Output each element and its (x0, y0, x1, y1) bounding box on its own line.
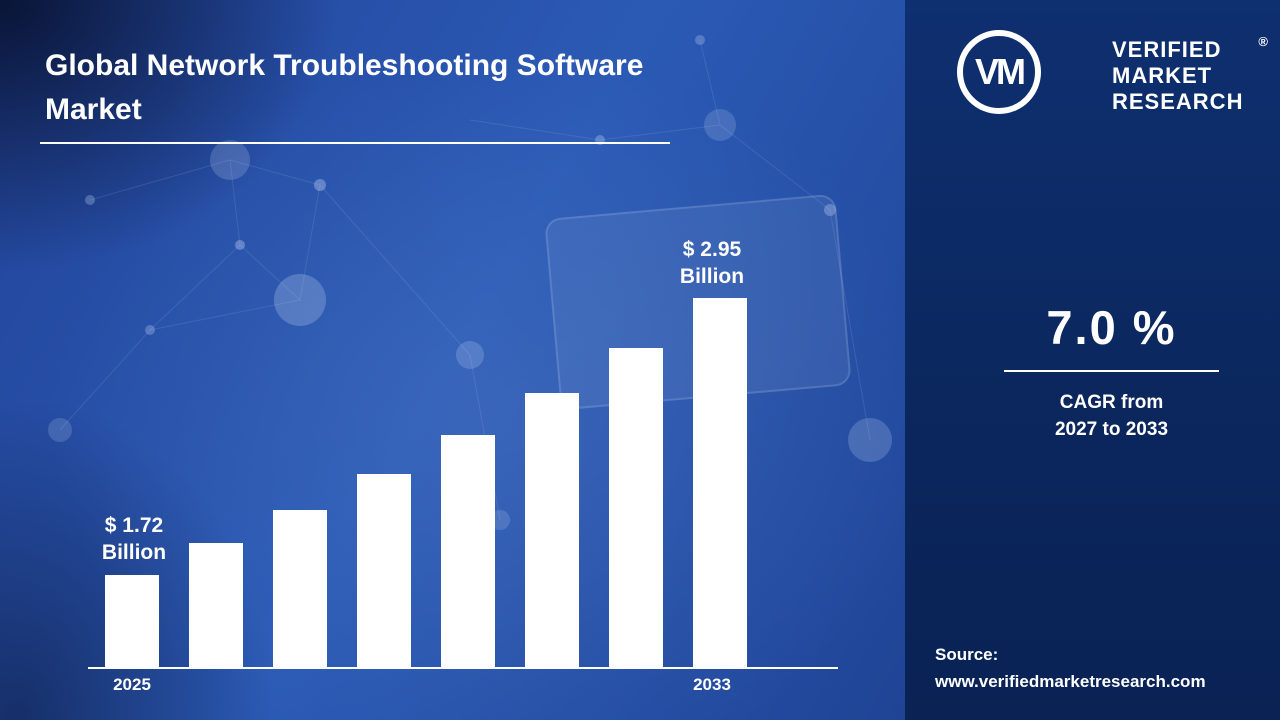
network-decoration (48, 35, 892, 530)
bar-year-3 (357, 474, 411, 667)
bars-group (105, 298, 747, 667)
vmr-logo: VM (957, 30, 1041, 114)
bar-2025 (105, 575, 159, 667)
brand-name: VERIFIED MARKET RESEARCH (1112, 37, 1243, 115)
bar-2033 (693, 298, 747, 667)
bar-year-1 (189, 543, 243, 667)
page-title: Global Network Troubleshooting Software … (45, 49, 644, 126)
bar-year-5 (525, 393, 579, 667)
first-bar-value: $ 1.72 (104, 514, 164, 538)
title-underline (40, 142, 670, 144)
last-bar-value-label: $ 2.95 Billion (656, 237, 768, 291)
cagr-block: 7.0 % CAGR from 2027 to 2033 (905, 300, 1280, 443)
x-axis-label-2025: 2025 (113, 675, 151, 694)
last-bar-value: $ 2.95 (682, 238, 742, 262)
title-block: Global Network Troubleshooting Software … (40, 44, 725, 144)
registered-trademark-mark: ® (1258, 34, 1268, 49)
cagr-caption: CAGR from 2027 to 2033 (943, 390, 1280, 443)
first-bar-value-label: $ 1.72 Billion (78, 513, 190, 567)
brand-block: VM VERIFIED MARKET RESEARCH ® (905, 28, 1280, 128)
vmr-logo-monogram: VM (975, 51, 1026, 92)
bar-year-4 (441, 435, 495, 667)
brand-name-line1: VERIFIED (1112, 37, 1222, 62)
chart-section: Global Network Troubleshooting Software … (0, 0, 905, 720)
x-axis-label-2033: 2033 (693, 675, 731, 694)
cagr-value: 7.0 % (1046, 301, 1177, 354)
last-bar-unit: Billion (679, 265, 745, 289)
bar-year-6 (609, 348, 663, 667)
first-bar-unit: Billion (101, 541, 167, 565)
info-panel: VM VERIFIED MARKET RESEARCH ® 7.0 % CAGR… (905, 0, 1280, 720)
brand-name-line3: RESEARCH (1112, 88, 1244, 114)
cagr-underline (1004, 370, 1219, 372)
x-axis-line (88, 667, 838, 669)
source-url: www.verifiedmarketresearch.com (935, 672, 1206, 691)
bar-year-2 (273, 510, 327, 667)
cagr-caption-line2: 2027 to 2033 (1054, 418, 1169, 440)
brand-name-line2: MARKET (1112, 62, 1213, 88)
source-label: Source: (935, 645, 999, 664)
bar-chart: $ 1.72 Billion $ 2.95 Billion 2025 2033 (88, 238, 838, 694)
source-block: Source: www.verifiedmarketresearch.com (935, 645, 1206, 692)
cagr-caption-line1: CAGR from (1059, 392, 1164, 413)
